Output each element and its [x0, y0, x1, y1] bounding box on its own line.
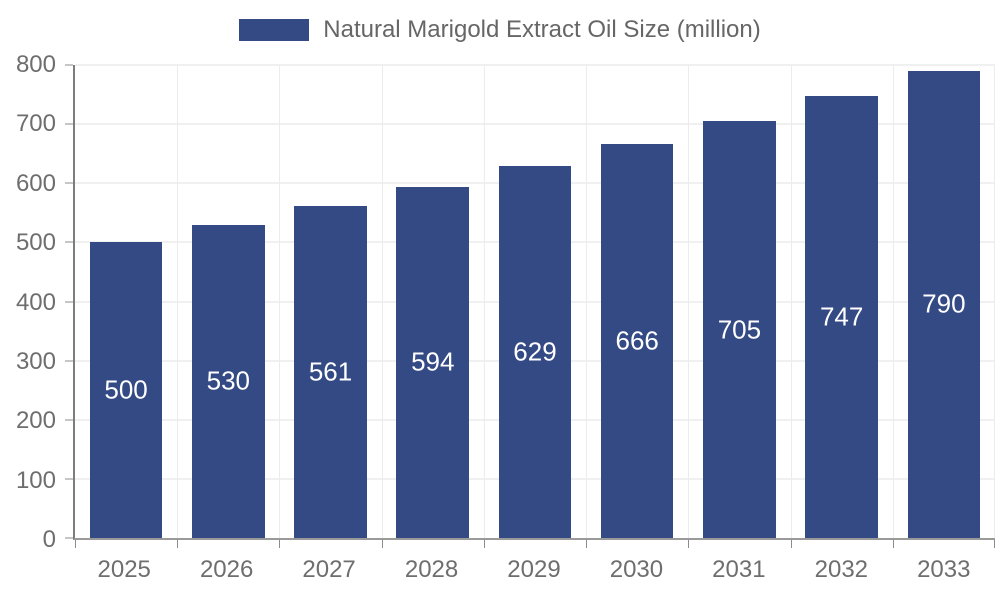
vertical-gridline	[177, 65, 179, 538]
bar-value-label: 666	[615, 325, 659, 356]
bar[interactable]: 705	[703, 121, 776, 538]
horizontal-gridline	[75, 64, 995, 66]
x-tick-label: 2026	[199, 556, 254, 583]
vertical-gridline	[688, 65, 690, 538]
x-tick-label: 2029	[507, 556, 561, 583]
y-axis-tick	[65, 182, 73, 184]
y-axis-labels: 0 100 200 300 400 500 600 700 800	[0, 51, 56, 553]
x-axis-tick	[483, 540, 485, 548]
x-tick-label: 2031	[712, 556, 766, 583]
y-axis-tick	[65, 64, 73, 66]
y-tick-label: 200	[15, 407, 56, 435]
y-tick-label: 500	[15, 229, 56, 257]
x-tick-label: 2030	[609, 556, 664, 583]
x-axis-tick	[75, 540, 76, 548]
y-tick-label: 400	[15, 288, 56, 316]
vertical-gridline	[586, 65, 588, 538]
bar[interactable]: 747	[805, 96, 878, 538]
x-axis-tick	[994, 540, 995, 548]
bar-value-label: 629	[513, 336, 557, 367]
y-axis-tick	[65, 419, 73, 421]
bar-value-label: 790	[922, 288, 966, 319]
y-axis-tick	[65, 301, 73, 302]
y-axis-tick	[65, 123, 73, 125]
bar[interactable]: 530	[192, 224, 265, 538]
bar-value-label: 561	[308, 356, 353, 387]
bar-value-label: 705	[717, 314, 762, 345]
y-axis-tick	[65, 241, 73, 243]
plot-area: 500 530 561 594 629 666 705 747 790	[65, 64, 995, 548]
y-tick-label: 100	[15, 466, 56, 494]
x-tick-label: 2028	[404, 556, 459, 583]
x-axis-tick	[279, 540, 281, 548]
legend[interactable]: Natural Marigold Extract Oil Size (milli…	[0, 16, 1000, 44]
bar[interactable]: 561	[294, 206, 367, 538]
y-axis-tick	[65, 478, 73, 480]
legend-swatch	[239, 19, 310, 41]
bar-value-label: 747	[819, 301, 864, 332]
horizontal-gridline	[75, 123, 995, 125]
y-tick-label: 800	[15, 51, 56, 78]
y-axis-tick	[65, 360, 73, 362]
bar[interactable]: 594	[396, 186, 470, 538]
y-tick-label: 0	[42, 526, 56, 553]
x-tick-label: 2032	[814, 556, 869, 583]
bar-value-label: 500	[104, 374, 148, 405]
vertical-gridline	[892, 65, 894, 538]
x-axis-tick	[688, 540, 690, 548]
bar[interactable]: 500	[89, 242, 163, 538]
x-tick-label: 2025	[97, 556, 151, 583]
bar-value-label: 530	[206, 365, 250, 396]
y-tick-label: 300	[15, 347, 56, 375]
x-tick-label: 2033	[917, 556, 971, 583]
vertical-gridline	[994, 65, 995, 538]
bar[interactable]: 666	[600, 144, 674, 538]
y-tick-label: 600	[15, 169, 56, 197]
x-axis-tick	[892, 540, 894, 548]
x-tick-label: 2027	[302, 556, 356, 583]
x-axis-tick	[586, 540, 588, 548]
bar[interactable]: 790	[907, 70, 981, 538]
x-axis-tick	[790, 540, 792, 548]
x-axis-tick	[177, 540, 179, 548]
y-tick-label: 700	[15, 110, 56, 138]
bar[interactable]: 629	[498, 166, 572, 538]
y-axis-tick	[65, 537, 73, 539]
x-axis-labels: 2025 2026 2027 2028 2029 2030 2031 2032 2033	[73, 552, 995, 588]
vertical-gridline	[279, 65, 281, 538]
bar-value-label: 594	[411, 346, 455, 377]
vertical-gridline	[483, 65, 485, 538]
x-axis-tick	[381, 540, 383, 548]
legend-label: Natural Marigold Extract Oil Size (milli…	[323, 16, 761, 43]
vertical-gridline	[790, 65, 792, 538]
vertical-gridline	[381, 65, 383, 538]
